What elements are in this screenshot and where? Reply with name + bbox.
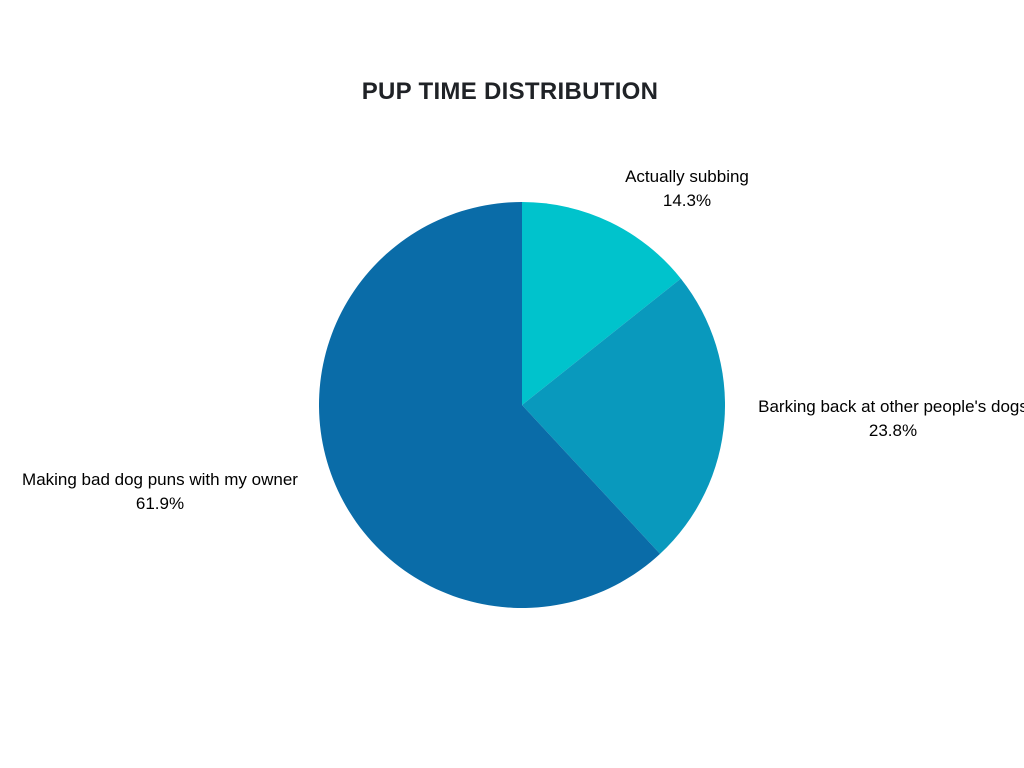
pie-slice-bad-dog-puns <box>319 202 661 608</box>
pie-slice-actually-subbing <box>522 202 681 405</box>
slice-label-text: Barking back at other people's dogs <box>758 397 1024 416</box>
slice-label-barking-back: Barking back at other people's dogs 23.8… <box>693 395 1024 442</box>
slice-pct-text: 23.8% <box>868 420 918 440</box>
pie-svg <box>319 202 725 608</box>
pie-slice-barking-back <box>522 278 725 554</box>
chart-title: PUP TIME DISTRIBUTION <box>361 78 659 105</box>
slice-label-actually-subbing: Actually subbing 14.3% <box>537 165 837 212</box>
pie-chart <box>319 202 725 608</box>
slice-label-text: Making bad dog puns with my owner <box>22 470 298 489</box>
slice-label-bad-dog-puns: Making bad dog puns with my owner 61.9% <box>0 468 360 515</box>
slice-pct-text: 61.9% <box>135 493 185 513</box>
slice-pct-text: 14.3% <box>662 190 712 210</box>
slice-label-text: Actually subbing <box>625 167 749 186</box>
